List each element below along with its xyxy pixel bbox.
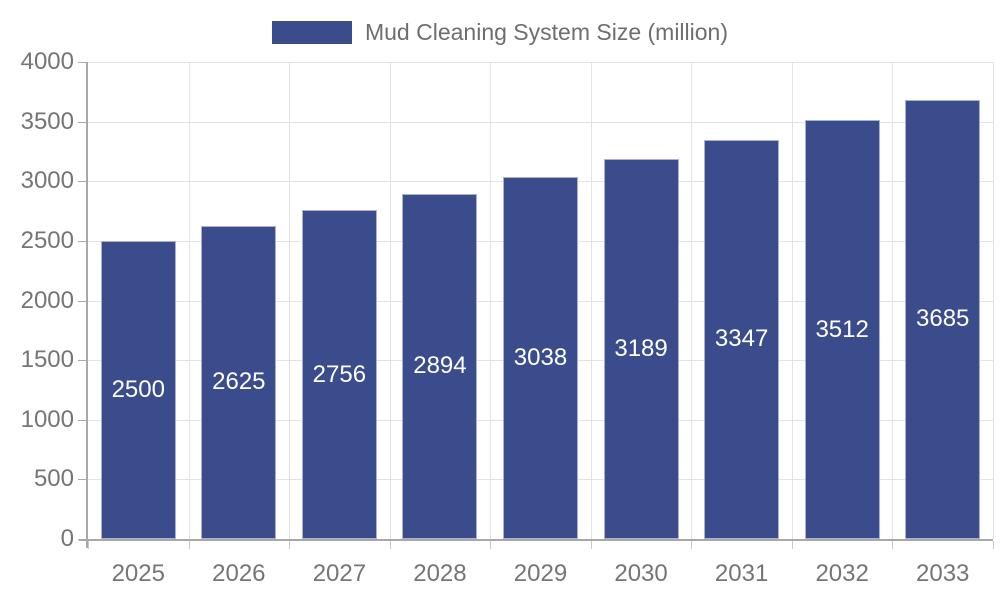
x-axis-tick [691,541,693,549]
bar-value-label: 3512 [815,315,869,343]
y-tick-label: 0 [60,525,74,552]
bar-value-label: 2894 [413,352,467,380]
x-axis-line [79,539,993,541]
bar-value-label: 2500 [111,375,165,403]
legend-swatch[interactable] [271,21,352,44]
x-axis-tick [389,541,391,549]
bar: 3685 [905,99,981,539]
x-axis-tick [590,541,592,549]
y-tick-label: 1500 [20,346,74,374]
right-spine [993,62,994,539]
y-tick-label: 2000 [20,286,74,314]
bar: 3512 [804,120,880,539]
plot-area: 0 500 1000 1500 2000 2500 3000 3500 4000 2025 2026… [21,49,994,587]
y-axis-tick [78,300,86,302]
gridline-v [590,62,592,539]
bar-value-label: 3189 [614,334,668,362]
gridline-h [88,62,993,63]
y-tick-label: 3500 [20,107,74,135]
gridline-h [88,121,993,123]
y-tick-label: 4000 [20,48,74,75]
x-axis-tick [188,541,190,549]
x-axis-tick [490,541,492,549]
x-axis-tick [993,541,994,549]
y-axis-tick [78,62,86,63]
bar-value-label: 3685 [916,305,970,333]
gridline-v [389,62,391,539]
bar-value-label: 2756 [312,360,367,388]
bar: 2500 [100,240,176,539]
bar-value-label: 3038 [513,343,568,371]
y-axis-tick [78,479,86,481]
gridline-v [691,62,693,539]
x-tick-label: 2028 [413,560,467,587]
y-tick-label: 2500 [20,226,74,254]
x-tick-label: 2026 [212,560,266,587]
y-tick-label: 3000 [20,167,74,195]
x-axis-tick [892,541,894,549]
y-axis-tick [78,181,86,183]
y-axis-tick [78,240,86,242]
gridline-v [490,62,492,539]
bar-value-label: 2625 [212,368,266,396]
gridline-v [289,62,291,539]
y-axis-line [86,62,88,548]
bar: 3038 [503,176,578,539]
legend-label[interactable]: Mud Cleaning System Size (million) [364,19,728,45]
x-tick-label: 2027 [312,560,367,587]
y-tick-label: 500 [33,465,74,493]
x-axis-tick [88,541,89,549]
bar: 2894 [402,193,478,539]
x-tick-label: 2030 [614,560,668,587]
y-axis-tick [78,121,86,123]
y-axis-tick [78,360,86,362]
bar: 3347 [704,139,780,539]
gridline-v [188,62,190,539]
x-tick-label: 2029 [513,560,568,587]
bar-value-label: 3347 [714,325,769,353]
x-tick-label: 2032 [815,560,869,587]
y-axis-tick [78,539,86,540]
x-tick-label: 2033 [916,560,970,587]
bar: 3189 [603,158,679,539]
x-axis-tick [289,541,291,549]
y-tick-label: 1000 [20,405,74,433]
bar: 2625 [201,225,277,539]
legend[interactable]: Mud Cleaning System Size (million) [0,19,1000,46]
gridline-v [892,62,894,539]
x-tick-label: 2025 [111,560,165,587]
y-axis-tick [78,419,86,421]
x-tick-label: 2031 [714,560,769,587]
bar: 2756 [301,210,377,539]
x-axis-tick [791,541,793,549]
gridline-v [791,62,793,539]
